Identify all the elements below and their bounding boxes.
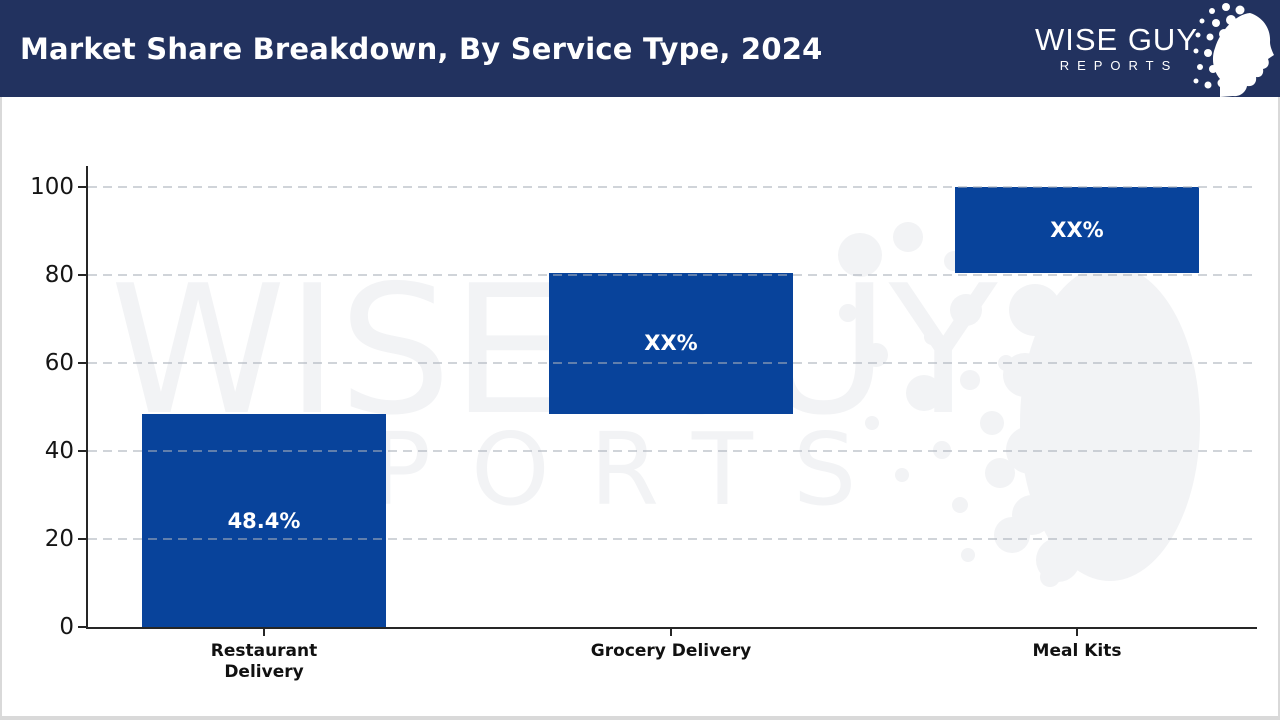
- chart-gridline-100: [88, 186, 1252, 188]
- y-axis-tick-label: 40: [44, 438, 74, 464]
- header: Market Share Breakdown, By Service Type,…: [0, 0, 1280, 97]
- logo-wordmark-secondary: REPORTS: [1059, 58, 1179, 73]
- y-axis-tick-mark: [78, 626, 88, 628]
- x-axis-tick-mark: [670, 629, 672, 636]
- y-axis-tick-mark: [78, 450, 88, 452]
- chart-gridline-40: [88, 450, 1252, 452]
- bar-value-label-grocery-delivery: XX%: [644, 331, 698, 356]
- logo-wordmark: WISE GUY REPORTS: [1035, 24, 1198, 73]
- bar-value-label-meal-kits: XX%: [1050, 217, 1104, 242]
- y-axis-tick-label: 0: [59, 614, 74, 640]
- x-axis-tick-mark: [1076, 629, 1078, 636]
- y-axis-tick-mark: [78, 186, 88, 188]
- category-label-meal-kits: Meal Kits: [1032, 641, 1122, 661]
- bar-restaurant-delivery: [142, 414, 386, 627]
- x-axis-line: [86, 627, 1257, 629]
- plot-area: 48.4% XX% XX% 0 20 40 60 80 100 Restaurant Delive…: [0, 97, 1280, 720]
- wise-guy-reports-logo: WISE GUY REPORTS: [1035, 0, 1274, 97]
- y-axis-tick-mark: [78, 274, 88, 276]
- logo-wordmark-primary: WISE GUY: [1034, 22, 1198, 57]
- page-border-right: [1278, 97, 1280, 720]
- category-label-restaurant-delivery: Restaurant Delivery: [210, 641, 318, 682]
- bar-meal-kits: [955, 187, 1199, 273]
- bar-value-label-restaurant-delivery: 48.4%: [227, 508, 301, 533]
- y-axis-tick-label: 20: [44, 526, 74, 552]
- watermark-head-icon: [838, 222, 1200, 587]
- y-axis-tick-label: 80: [44, 262, 74, 288]
- page-border-bottom: [0, 716, 1280, 720]
- page-title: Market Share Breakdown, By Service Type,…: [20, 31, 823, 66]
- y-axis-tick-label: 60: [44, 350, 74, 376]
- x-axis-tick-mark: [263, 629, 265, 636]
- head-profile-icon: [1193, 2, 1274, 97]
- chart-gridline-80: [88, 274, 1252, 276]
- y-axis-tick-mark: [78, 362, 88, 364]
- bar-grocery-delivery: [549, 272, 793, 415]
- y-axis-tick-mark: [78, 538, 88, 540]
- chart-gridline-20: [88, 538, 1252, 540]
- y-axis-tick-label: 100: [30, 174, 74, 200]
- category-label-grocery-delivery: Grocery Delivery: [590, 641, 752, 661]
- chart-gridline-60: [88, 362, 1252, 364]
- page-border-left: [0, 97, 2, 720]
- y-axis-line: [86, 166, 88, 629]
